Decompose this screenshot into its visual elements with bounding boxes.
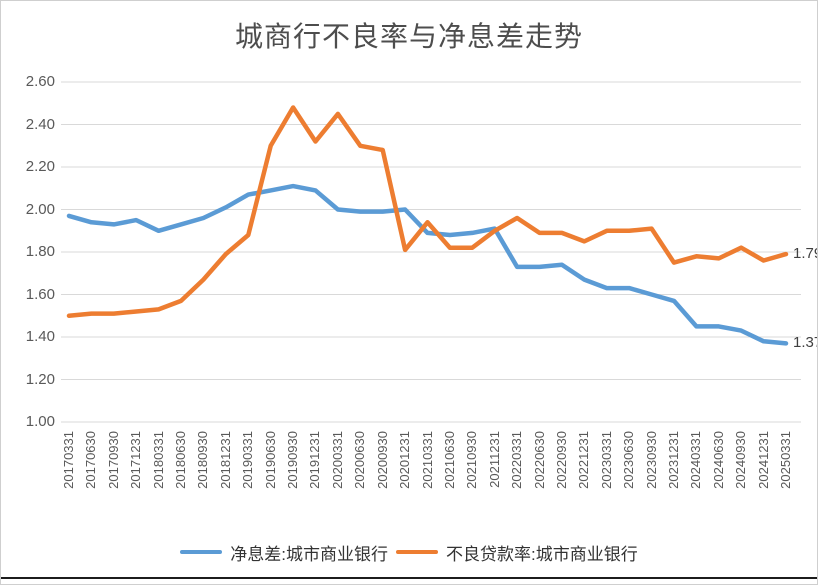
legend-item-npl: 不良贷款率:城市商业银行 [396,540,638,565]
legend-swatch-nim-icon [180,550,223,554]
y-axis-tick-label: 1.20 [25,370,55,388]
legend-item-nim: 净息差:城市商业银行 [180,540,388,565]
gridlines [61,81,801,423]
chart-title: 城商行不良率与净息差走势 [234,22,583,53]
legend-swatch-npl-icon [396,550,438,554]
data-label-npl-last: 1.79 [793,245,817,263]
y-axis-tick-label: 2.00 [25,200,55,218]
series-lines [66,105,789,346]
data-label-nim-last: 1.37 [793,334,817,352]
series-line-1 [66,105,789,319]
y-axis-tick-label: 1.40 [25,328,55,345]
legend-label-npl: 不良贷款率:城市商业银行 [446,544,638,564]
y-axis-tick-label: 2.60 [25,73,55,90]
y-axis-tick-label: 1.00 [25,413,55,430]
series-line-0 [66,183,789,346]
x-axis-tick-label: 20250331 [778,431,793,489]
y-axis-tick-label: 2.40 [25,115,55,133]
y-axis-tick-label: 2.20 [25,158,55,175]
legend-label-nim: 净息差:城市商业银行 [230,544,388,564]
bottom-border [1,577,817,579]
legend: 净息差:城市商业银行 不良贷款率:城市商业银行 [1,540,817,564]
y-axis-tick-label: 1.80 [25,243,55,260]
y-axis-tick-label: 1.60 [25,285,55,303]
